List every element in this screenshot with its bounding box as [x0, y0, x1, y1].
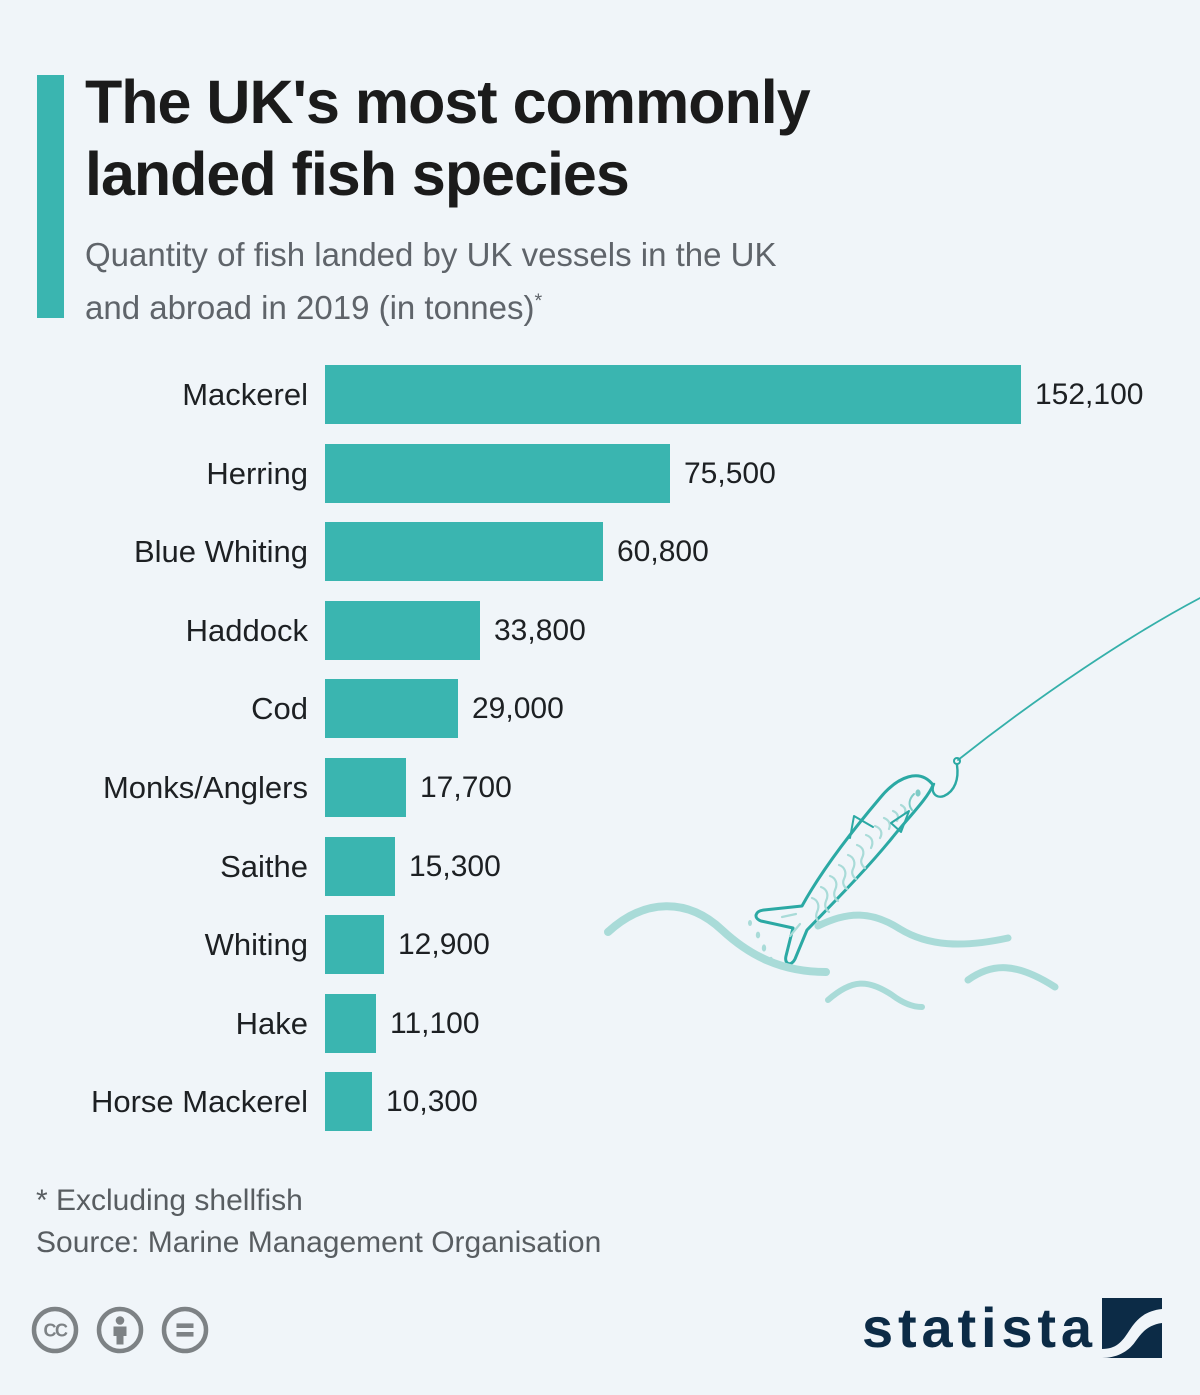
bar-row: Monks/Anglers 17,700 [0, 758, 1200, 817]
bar-label: Horse Mackerel [90, 1083, 308, 1119]
bar-row: Saithe 15,300 [0, 837, 1200, 896]
chart-subtitle: Quantity of fish landed by UK vessels in… [85, 232, 1065, 331]
bar [325, 837, 395, 896]
chart-title-line2: landed fish species [85, 140, 630, 208]
footnote-asterisk: * [534, 290, 543, 312]
bar [325, 444, 670, 503]
bar [325, 522, 603, 581]
source-line: Source: Marine Management Organisation [36, 1226, 602, 1259]
bar-label: Saithe [220, 848, 308, 884]
bar-label: Hake [235, 1005, 308, 1041]
chart-subtitle-line1: Quantity of fish landed by UK vessels in… [85, 236, 777, 273]
dorsal-fin-icon [849, 815, 874, 839]
svg-text:CC: CC [44, 1321, 68, 1341]
bar-row: Blue Whiting 60,800 [0, 522, 1200, 581]
bar [325, 915, 384, 974]
bar [325, 679, 458, 738]
bar-row: Cod 29,000 [0, 679, 1200, 738]
bar-row: Haddock 33,800 [0, 601, 1200, 660]
cc-nd-icon[interactable] [161, 1306, 209, 1354]
bar-row: Whiting 12,900 [0, 915, 1200, 974]
bar [325, 601, 480, 660]
footnote: * Excluding shellfish [36, 1184, 303, 1217]
bar-row: Mackerel 152,100 [0, 365, 1200, 424]
fish-eye-icon [915, 789, 921, 797]
fishing-line-icon [957, 597, 1200, 761]
bar-value: 12,900 [398, 927, 490, 961]
bar-value: 17,700 [420, 770, 512, 804]
cc-icon[interactable]: CC [31, 1306, 79, 1354]
bar-value: 60,800 [617, 534, 709, 568]
hook-icon [931, 763, 959, 798]
bar-label: Haddock [185, 612, 308, 648]
bar [325, 365, 1021, 424]
cc-attribution-icon[interactable] [96, 1306, 144, 1354]
fish-illustration [604, 597, 1200, 1010]
bar-value: 152,100 [1035, 377, 1144, 411]
bar-value: 75,500 [684, 456, 776, 490]
bar-row: Horse Mackerel 10,300 [0, 1072, 1200, 1131]
chart-title: The UK's most commonly landed fish specie… [85, 66, 1065, 210]
bar-label: Whiting [204, 926, 308, 962]
chart-title-line1: The UK's most commonly [85, 68, 811, 136]
statista-mark-icon [1102, 1298, 1162, 1358]
bar-value: 15,300 [409, 849, 501, 883]
bar [325, 994, 376, 1053]
bar-row: Hake 11,100 [0, 994, 1200, 1053]
bar-label: Blue Whiting [133, 533, 308, 569]
statista-wordmark: statista [862, 1297, 1093, 1359]
bar-value: 29,000 [472, 691, 564, 725]
bar-label: Monks/Anglers [102, 769, 308, 805]
title-accent-bar [37, 75, 64, 318]
bar-value: 11,100 [390, 1006, 480, 1040]
bar [325, 758, 406, 817]
gill-line-icon [908, 793, 915, 811]
fish-stripes-icon [780, 803, 907, 938]
license-icons: CC [31, 1306, 209, 1354]
pectoral-fin-icon [890, 810, 910, 833]
chart-subtitle-line2: and abroad in 2019 (in tonnes) [85, 289, 535, 326]
waves-icon [604, 902, 1059, 1010]
statista-logo[interactable]: statista [862, 1296, 1162, 1359]
bar [325, 1072, 372, 1131]
bar-label: Mackerel [182, 376, 308, 412]
bar-chart: Mackerel 152,100 Herring 75,500 Blue Whiting… [0, 365, 1200, 1145]
bar-label: Herring [206, 455, 308, 491]
bar-row: Herring 75,500 [0, 444, 1200, 503]
hook-eyelet-icon [953, 757, 961, 765]
bar-value: 10,300 [386, 1084, 478, 1118]
bar-value: 33,800 [494, 613, 586, 647]
bar-label: Cod [251, 690, 308, 726]
